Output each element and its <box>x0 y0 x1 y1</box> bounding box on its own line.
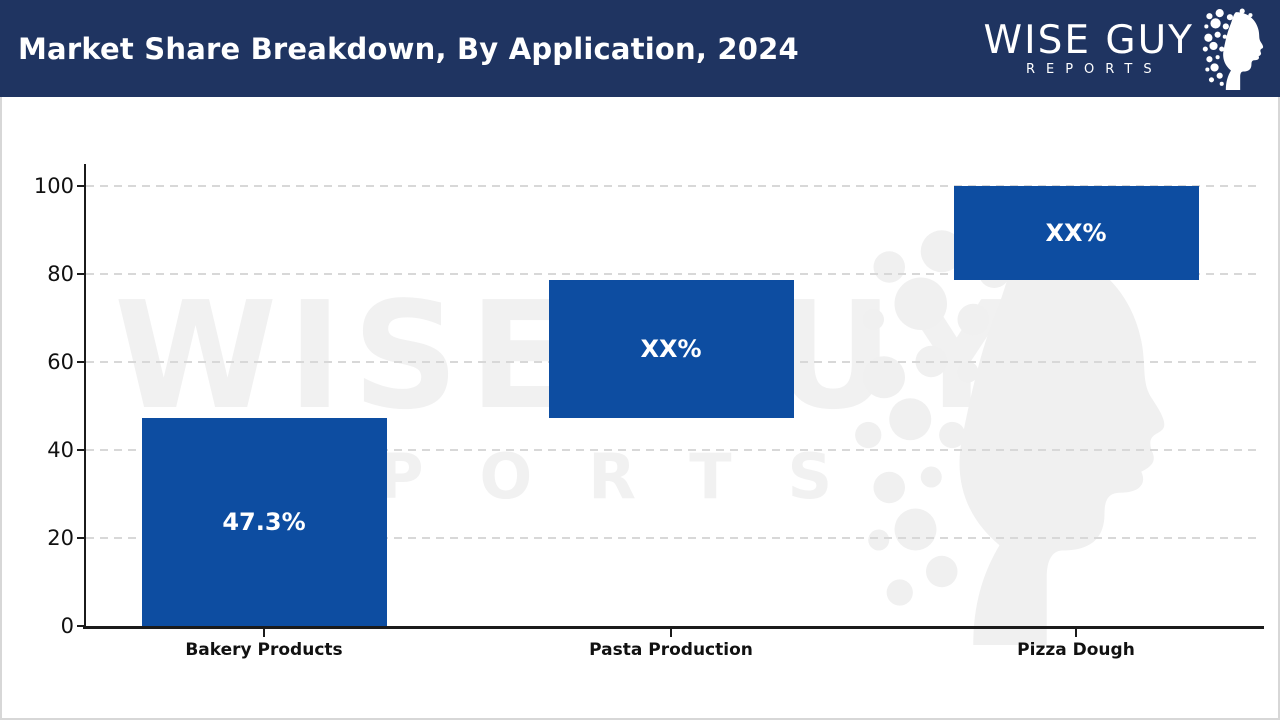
x-tick-mark <box>263 629 265 637</box>
bar-value-label: 47.3% <box>222 507 306 536</box>
page-title: Market Share Breakdown, By Application, … <box>18 31 799 66</box>
bar-value-label: XX% <box>640 335 702 364</box>
y-gridline <box>86 185 1262 187</box>
y-tick-label: 80 <box>47 262 74 286</box>
x-tick-mark <box>670 629 672 637</box>
x-category-label: Bakery Products <box>185 640 343 660</box>
y-gridline <box>86 537 1262 539</box>
header-band: Market Share Breakdown, By Application, … <box>0 0 1280 97</box>
bar-segment: XX% <box>548 280 794 418</box>
y-gridline <box>86 449 1262 451</box>
x-axis-line <box>83 626 1264 629</box>
y-tick-label: 100 <box>33 174 74 198</box>
wiseguy-logo: WISE GUY REPORTS <box>984 8 1266 90</box>
y-tick-label: 40 <box>47 438 74 462</box>
y-tick-mark <box>77 537 85 539</box>
y-gridline <box>86 273 1262 275</box>
x-tick-mark <box>1075 629 1077 637</box>
logo-subtext: REPORTS <box>1025 62 1163 77</box>
y-axis-line <box>84 164 86 629</box>
bottom-border <box>0 718 1280 720</box>
watermark-dotted-head-icon <box>855 230 1165 645</box>
y-tick-label: 20 <box>47 526 74 550</box>
y-tick-mark <box>77 449 85 451</box>
bar-segment: 47.3% <box>141 417 387 626</box>
wiseguy-logo-text: WISE GUY REPORTS <box>984 21 1194 76</box>
dotted-head-profile-icon <box>1202 8 1264 90</box>
x-category-label: Pasta Production <box>589 640 753 660</box>
bar-segment: XX% <box>953 186 1199 281</box>
y-tick-label: 60 <box>47 350 74 374</box>
right-border <box>1278 97 1280 720</box>
y-tick-label: 0 <box>60 614 74 638</box>
logo-wordmark: WISE GUY <box>983 18 1194 63</box>
y-tick-mark <box>77 185 85 187</box>
bar-value-label: XX% <box>1045 219 1107 248</box>
y-tick-mark <box>77 361 85 363</box>
y-tick-mark <box>77 273 85 275</box>
x-category-label: Pizza Dough <box>1017 640 1135 660</box>
y-tick-mark <box>77 625 85 627</box>
left-border <box>0 97 2 720</box>
